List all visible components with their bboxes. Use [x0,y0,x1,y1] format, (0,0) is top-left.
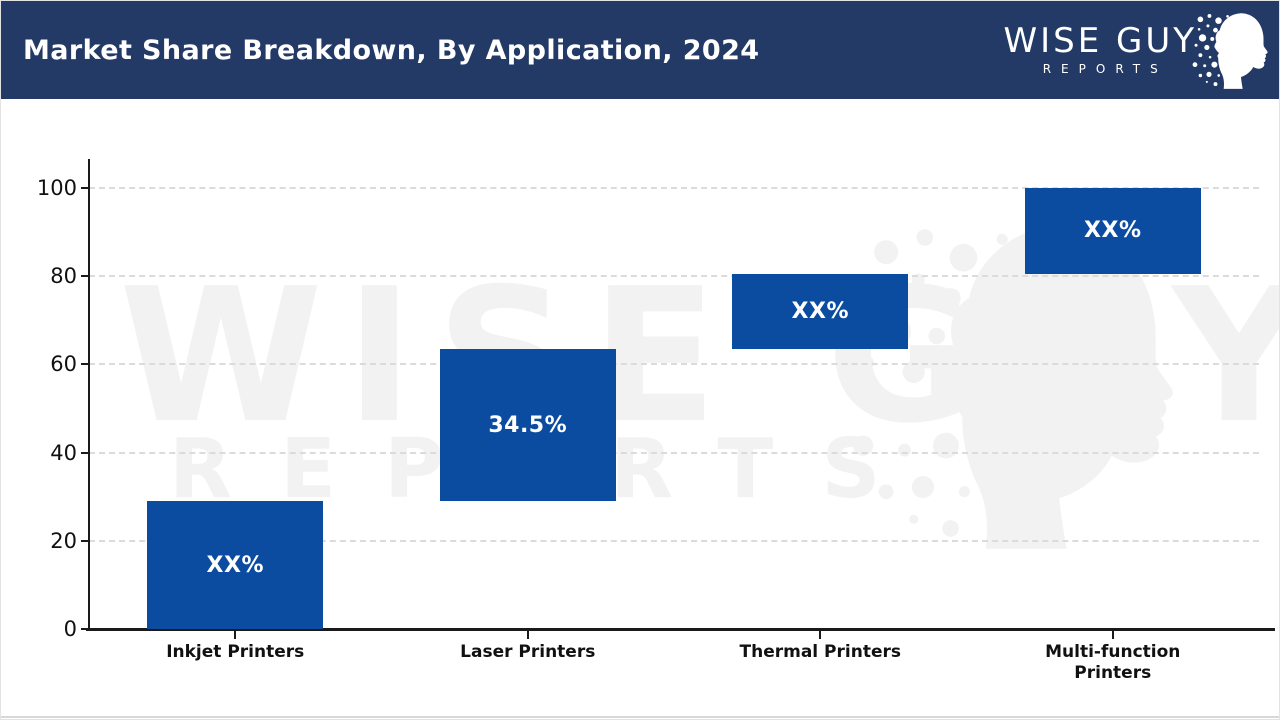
x-axis-line [86,628,1275,631]
head-profile-logo-icon [1192,13,1268,89]
y-axis-tick-label: 0 [63,617,77,641]
bar-value-label: XX% [1084,218,1142,244]
x-axis-tick [1111,631,1114,639]
y-axis-tick [81,539,89,542]
bar-value-label: 34.5% [488,412,568,438]
gridline [89,451,1259,454]
category-label: Thermal Printers [739,642,901,662]
y-axis-tick [81,275,89,278]
logo-brand-text: WISE GUY [1003,21,1197,61]
logo-sub-text: REPORTS [1042,62,1168,76]
bar-segment: XX% [732,273,909,349]
bar-segment: 34.5% [439,348,616,502]
y-axis-tick-label: 40 [50,440,77,465]
wise-guy-reports-logo: WISE GUY REPORTS [1003,11,1269,89]
header-bar: Market Share Breakdown, By Application, … [1,1,1279,99]
y-axis-line [88,159,90,631]
bottom-divider [1,716,1279,718]
bar-value-label: XX% [791,298,849,324]
y-axis-tick [81,451,89,454]
category-label: Laser Printers [460,642,596,662]
y-axis-tick [81,187,89,189]
y-axis-tick-label: 60 [50,352,77,377]
x-axis-tick [819,631,822,639]
category-label: Inkjet Printers [166,642,305,662]
bar-segment: XX% [147,501,324,629]
bar-value-label: XX% [206,552,264,578]
x-axis-tick [234,631,237,639]
category-label: Multi-function Printers [1045,642,1181,683]
gridline [89,363,1259,366]
gridline [89,275,1259,278]
x-axis-tick [526,631,529,639]
bar-segment: XX% [1024,188,1201,274]
chart-title: Market Share Breakdown, By Application, … [23,34,760,66]
gridline [89,187,1259,189]
y-axis-tick-label: 20 [50,528,77,553]
logo-text: WISE GUY REPORTS [1003,24,1197,76]
y-axis-tick [81,628,89,630]
y-axis-tick-label: 100 [36,176,77,200]
y-axis-tick-label: 80 [50,264,77,289]
y-axis-tick [81,363,89,366]
gridline [89,539,1259,542]
